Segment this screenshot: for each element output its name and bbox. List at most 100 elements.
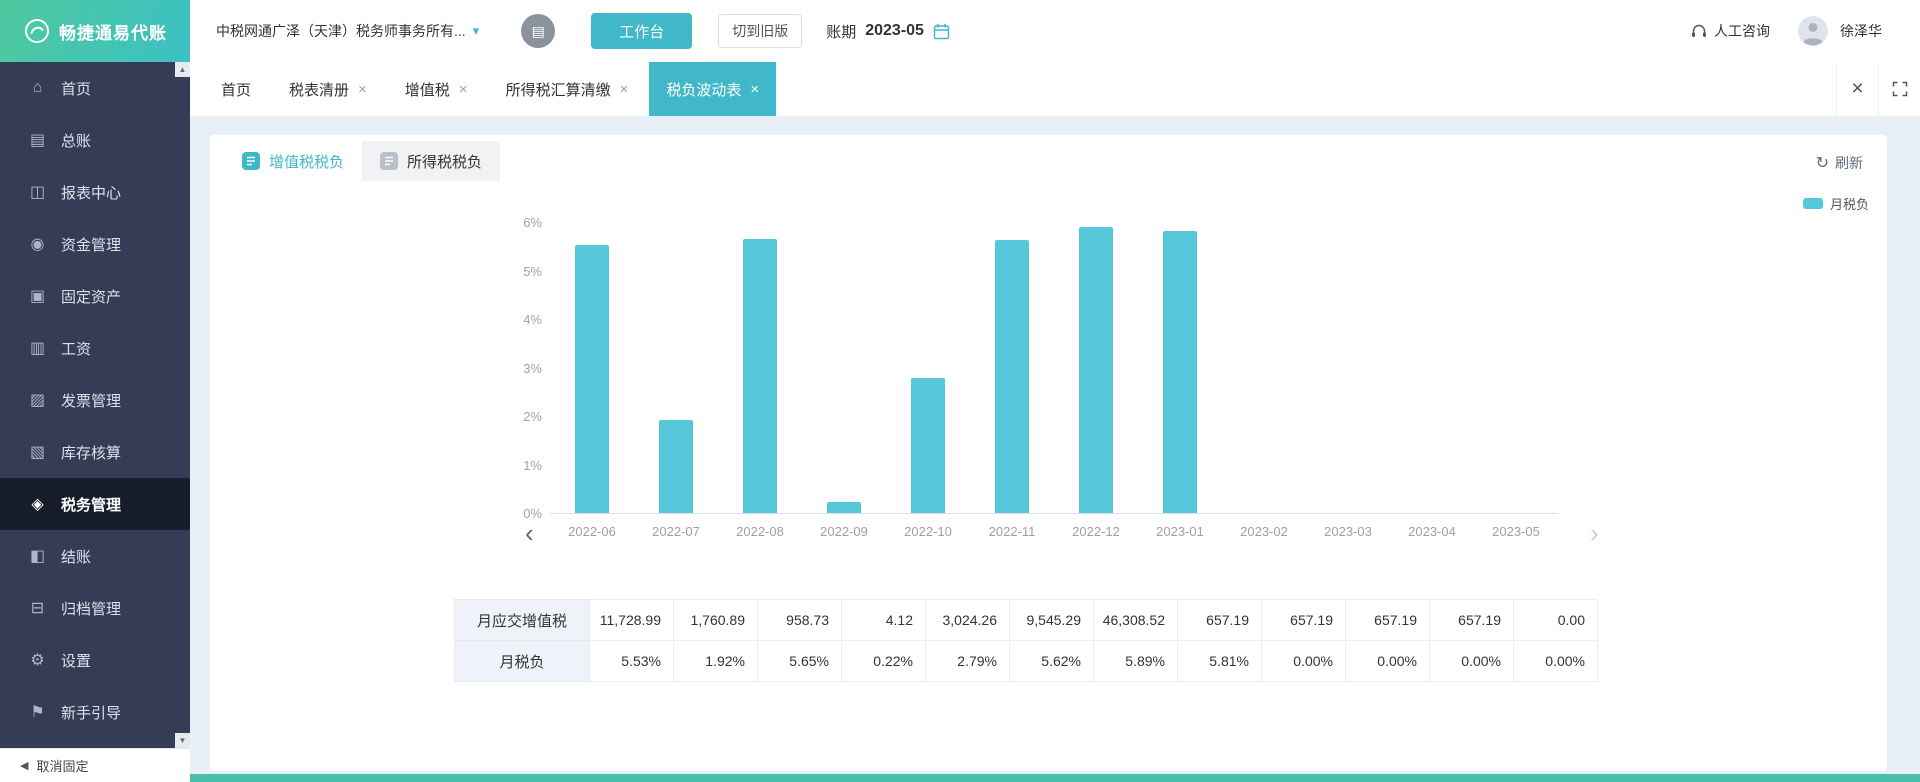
y-axis-tick: 4%: [523, 312, 542, 327]
row-label-cell: 月税负: [454, 640, 590, 682]
sidebar-menu: ⌂ 首页 ▤ 总账 ◫ 报表中心 ◉ 资金管理 ▣ 固定资产 ▥ 工资 ▨ 发票管理 ▧ 库存核算 ◈ 税务管理 ◧…: [0, 62, 190, 738]
bar[interactable]: [911, 378, 945, 513]
subtab-vat-burden[interactable]: 增值税税负: [224, 141, 363, 181]
bar[interactable]: [827, 502, 861, 513]
sidebar-item-archive[interactable]: ⊟ 归档管理: [0, 582, 190, 634]
chart-legend[interactable]: 月税负: [1802, 194, 1869, 213]
close-tab-icon[interactable]: ×: [1836, 62, 1878, 116]
y-axis-tick: 0%: [523, 506, 542, 521]
sidebar-item-closing[interactable]: ◧ 结账: [0, 530, 190, 582]
sidebar: ▲ ⌂ 首页 ▤ 总账 ◫ 报表中心 ◉ 资金管理 ▣ 固定资产 ▥ 工资 ▨ 发票管理 ▧ 库存核算 ◈ 税务管…: [0, 62, 190, 748]
table-cell: 0.00%: [1261, 640, 1346, 682]
username[interactable]: 徐泽华: [1840, 23, 1882, 39]
table-cell: 1,760.89: [673, 599, 758, 641]
tabbar-controls: ×: [1836, 62, 1920, 116]
subtab-label: 所得税税负: [407, 153, 483, 171]
legend-swatch: [1802, 198, 1823, 209]
sidebar-item-label: 总账: [61, 132, 92, 150]
legend-label: 月税负: [1829, 197, 1869, 212]
invoice-icon: ▨: [29, 392, 46, 409]
open-tabs: 首页 税表清册 × 增值税 × 所得税汇算清缴 × 税负波动表 ×: [204, 62, 780, 116]
sidebar-item-guide[interactable]: ⚑ 新手引导: [0, 686, 190, 738]
sidebar-item-home[interactable]: ⌂ 首页: [0, 62, 190, 114]
x-axis-label: 2022-09: [820, 524, 868, 539]
calendar-icon[interactable]: [933, 23, 950, 40]
table-cell: 5.81%: [1177, 640, 1262, 682]
x-axis-label: 2023-04: [1408, 524, 1456, 539]
tab-close-icon[interactable]: ×: [750, 80, 760, 98]
subtab-label: 增值税税负: [269, 153, 345, 171]
fullscreen-icon[interactable]: [1878, 62, 1920, 116]
y-axis-tick: 6%: [523, 215, 542, 230]
bar[interactable]: [1163, 231, 1197, 513]
company-selector[interactable]: 中税网通广泽（天津）税务师事务所有... ▾: [216, 21, 479, 41]
bar-slot: [718, 239, 802, 513]
header-right-group: 人工咨询 徐泽华: [1690, 16, 1920, 46]
accounting-period: 账期 2023-05: [826, 21, 950, 42]
income-doc-icon: [380, 152, 399, 170]
table-cell: 657.19: [1345, 599, 1430, 641]
bar-slot: [970, 240, 1054, 513]
archive-icon: ⊟: [30, 600, 45, 617]
tab-tax-burden-fluctuation[interactable]: 税负波动表 ×: [649, 62, 777, 116]
row-label-cell: 月应交增值税: [454, 599, 590, 641]
table-cell: 0.00%: [1513, 640, 1598, 682]
sidebar-item-settings[interactable]: ⚙ 设置: [0, 634, 190, 686]
tab-income-tax-settlement[interactable]: 所得税汇算清缴 ×: [489, 62, 646, 116]
period-value[interactable]: 2023-05: [865, 22, 924, 39]
tab-close-icon[interactable]: ×: [358, 80, 367, 98]
tab-label: 首页: [221, 81, 252, 99]
chart-next-icon[interactable]: ›: [1590, 518, 1599, 548]
tab-close-icon[interactable]: ×: [458, 80, 468, 98]
avatar[interactable]: [1798, 16, 1828, 46]
tab-close-icon[interactable]: ×: [619, 80, 629, 98]
chart-prev-icon[interactable]: ‹: [525, 518, 534, 548]
headset-icon: [1690, 22, 1708, 40]
app-title: 畅捷通易代账: [59, 23, 167, 43]
subtab-income-tax-burden[interactable]: 所得税税负: [362, 141, 501, 181]
workbench-button[interactable]: 工作台: [591, 13, 693, 49]
sidebar-item-tax[interactable]: ◈ 税务管理: [0, 478, 190, 530]
switch-old-version-button[interactable]: 切到旧版: [718, 14, 803, 48]
bar[interactable]: [659, 420, 693, 513]
bar[interactable]: [995, 240, 1029, 513]
scroll-up-icon[interactable]: ▲: [175, 62, 190, 77]
bar[interactable]: [743, 239, 777, 513]
unpin-sidebar-button[interactable]: ◀ 取消固定: [0, 748, 190, 782]
sidebar-item-general-ledger[interactable]: ▤ 总账: [0, 114, 190, 166]
ledger-icon: ▤: [29, 132, 46, 149]
app-logo[interactable]: 畅捷通易代账: [0, 0, 190, 62]
support-link[interactable]: 人工咨询: [1690, 21, 1770, 41]
sidebar-item-funds[interactable]: ◉ 资金管理: [0, 218, 190, 270]
table-cell: 657.19: [1261, 599, 1346, 641]
sidebar-item-invoice[interactable]: ▨ 发票管理: [0, 374, 190, 426]
subtab-bar: 增值税税负 所得税税负: [224, 141, 501, 181]
y-axis-tick: 5%: [523, 263, 542, 279]
reports-icon: ◫: [29, 184, 46, 201]
sidebar-item-salary[interactable]: ▥ 工资: [0, 322, 190, 374]
notes-icon[interactable]: ▤: [521, 14, 556, 48]
sidebar-item-inventory[interactable]: ▧ 库存核算: [0, 426, 190, 478]
tab-label: 增值税: [404, 81, 450, 99]
bar[interactable]: [575, 245, 609, 513]
table-cell: 657.19: [1429, 599, 1514, 641]
sidebar-item-report-center[interactable]: ◫ 报表中心: [0, 166, 190, 218]
table-cell: 0.00: [1513, 599, 1598, 641]
sidebar-item-fixed-assets[interactable]: ▣ 固定资产: [0, 270, 190, 322]
tab-home[interactable]: 首页: [204, 62, 268, 116]
settings-icon: ⚙: [30, 652, 45, 669]
bar-slot: [634, 420, 718, 513]
tab-bar: 首页 税表清册 × 增值税 × 所得税汇算清缴 × 税负波动表 × ×: [190, 62, 1920, 116]
x-axis-label: 2022-07: [652, 524, 700, 539]
x-axis-label: 2022-11: [988, 524, 1036, 539]
x-axis-label: 2022-10: [904, 524, 952, 539]
scroll-down-icon[interactable]: ▼: [175, 733, 190, 748]
sidebar-item-label: 设置: [61, 652, 92, 670]
bar[interactable]: [1079, 227, 1113, 513]
bar-slot: [1054, 227, 1138, 513]
content-area: 增值税税负 所得税税负 ↻ 刷新 月税负 2022-06 2022-07 2022-…: [190, 116, 1920, 774]
table-cell: 5.62%: [1009, 640, 1094, 682]
tab-vat[interactable]: 增值税 ×: [388, 62, 485, 116]
tab-tax-register[interactable]: 税表清册 ×: [272, 62, 384, 116]
refresh-button[interactable]: ↻ 刷新: [1816, 153, 1863, 173]
